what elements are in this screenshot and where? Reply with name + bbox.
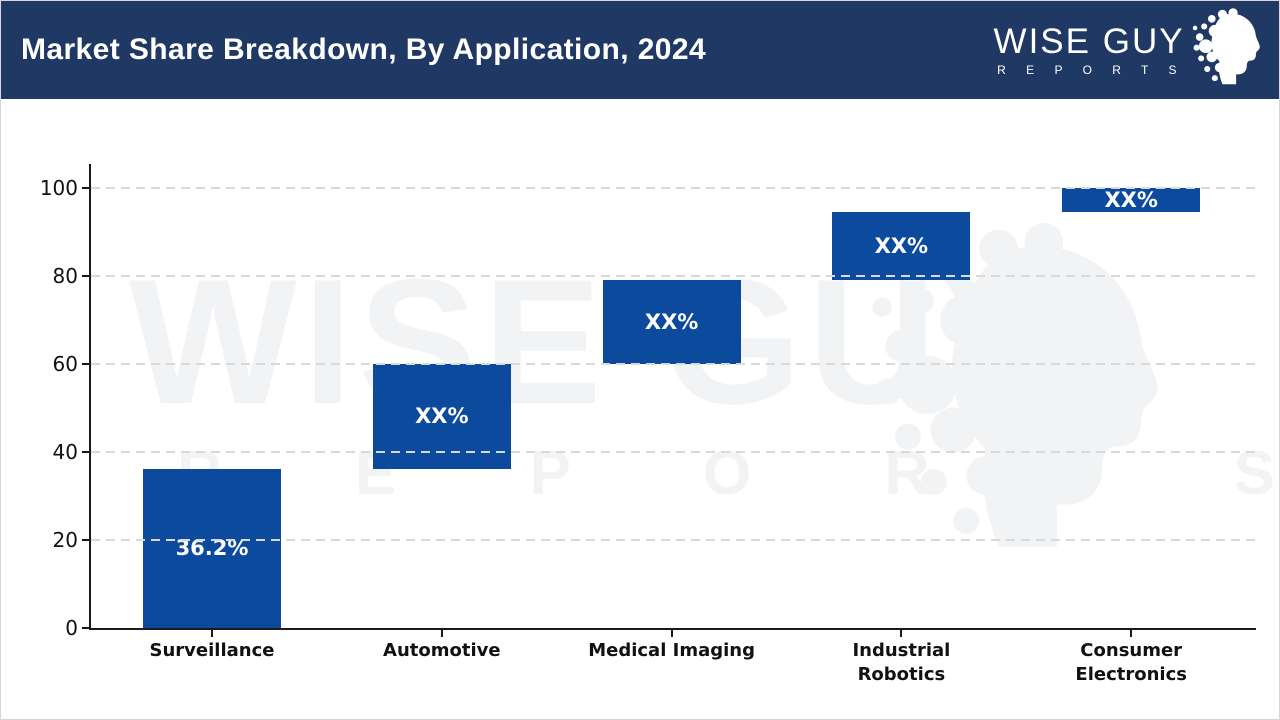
gridline <box>91 275 1256 277</box>
y-tick-label: 0 <box>65 616 78 640</box>
x-category-label: Industrial Robotics <box>852 640 951 685</box>
x-axis-tick <box>211 630 213 637</box>
header-bar: Market Share Breakdown, By Application, … <box>1 1 1279 99</box>
y-tick-label: 40 <box>52 440 78 464</box>
y-axis-tick <box>82 363 89 365</box>
bar-industrial-robotics: XX% <box>832 212 971 280</box>
x-axis-tick <box>670 630 673 637</box>
y-tick-label: 100 <box>39 176 78 200</box>
gridline <box>91 451 1256 453</box>
x-category-label: Consumer Electronics <box>1075 640 1187 685</box>
gridline <box>91 539 1256 541</box>
y-axis-tick <box>82 451 89 453</box>
bar-value-label: XX% <box>644 309 699 334</box>
bar-automotive: XX% <box>372 364 511 469</box>
bar-consumer-electronics: XX% <box>1062 188 1201 213</box>
x-axis-line <box>89 628 1256 630</box>
y-tick-label: 80 <box>52 264 78 288</box>
bar-value-label: XX% <box>874 234 929 259</box>
gridline <box>91 363 1256 365</box>
x-axis-tick <box>440 630 443 637</box>
y-axis-tick <box>82 275 89 277</box>
y-tick-label: 20 <box>52 528 78 552</box>
x-category-label: Automotive <box>383 640 501 661</box>
gridline <box>91 187 1256 189</box>
bar-value-label: XX% <box>1104 188 1158 213</box>
x-category-label: Medical Imaging <box>588 640 755 661</box>
bar-surveillance: 36.2% <box>143 468 281 628</box>
logo-wordmark: WISE GUY <box>993 22 1185 61</box>
x-axis-tick <box>1130 630 1133 637</box>
y-axis-line <box>89 164 91 630</box>
y-axis-tick <box>82 627 89 629</box>
y-tick-label: 60 <box>52 352 78 376</box>
page-title: Market Share Breakdown, By Application, … <box>21 33 707 66</box>
bar-value-label: XX% <box>415 404 469 429</box>
brand-logo-text: WISE GUY R E P O R T S <box>993 24 1185 76</box>
bar-medical-imaging: XX% <box>602 279 741 364</box>
logo-subtext: R E P O R T S <box>997 63 1185 77</box>
x-axis-tick <box>900 630 903 637</box>
y-axis-tick <box>82 187 89 189</box>
brand-logo: WISE GUY R E P O R T S <box>993 7 1265 93</box>
y-axis-tick <box>82 539 89 541</box>
x-category-label: Surveillance <box>149 640 275 661</box>
